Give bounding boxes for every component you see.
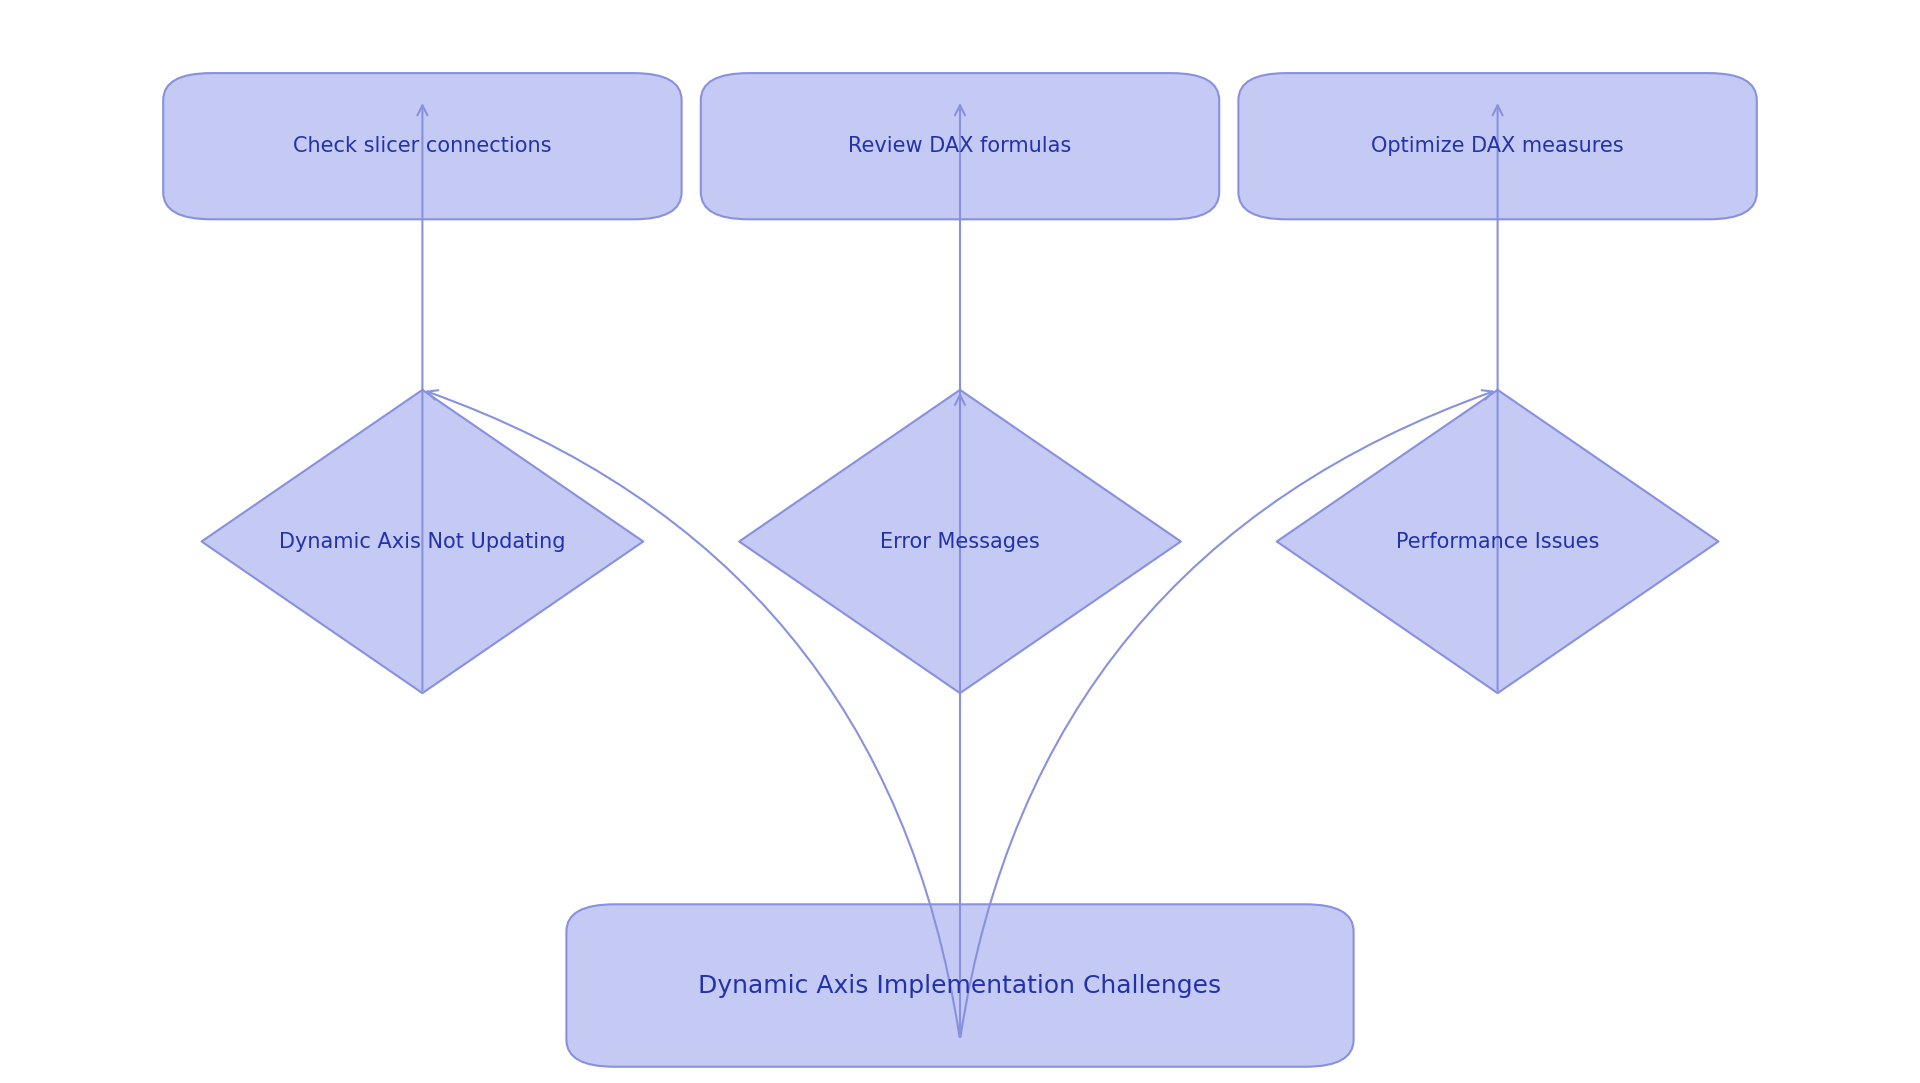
FancyBboxPatch shape bbox=[1238, 74, 1757, 219]
Text: Error Messages: Error Messages bbox=[879, 532, 1041, 551]
FancyBboxPatch shape bbox=[566, 904, 1354, 1067]
Text: Performance Issues: Performance Issues bbox=[1396, 532, 1599, 551]
Text: Optimize DAX measures: Optimize DAX measures bbox=[1371, 136, 1624, 156]
FancyBboxPatch shape bbox=[701, 74, 1219, 219]
Polygon shape bbox=[1277, 390, 1718, 693]
Text: Review DAX formulas: Review DAX formulas bbox=[849, 136, 1071, 156]
FancyBboxPatch shape bbox=[163, 74, 682, 219]
Polygon shape bbox=[739, 390, 1181, 693]
Text: Dynamic Axis Not Updating: Dynamic Axis Not Updating bbox=[278, 532, 566, 551]
Text: Check slicer connections: Check slicer connections bbox=[294, 136, 551, 156]
Polygon shape bbox=[202, 390, 643, 693]
Text: Dynamic Axis Implementation Challenges: Dynamic Axis Implementation Challenges bbox=[699, 974, 1221, 997]
